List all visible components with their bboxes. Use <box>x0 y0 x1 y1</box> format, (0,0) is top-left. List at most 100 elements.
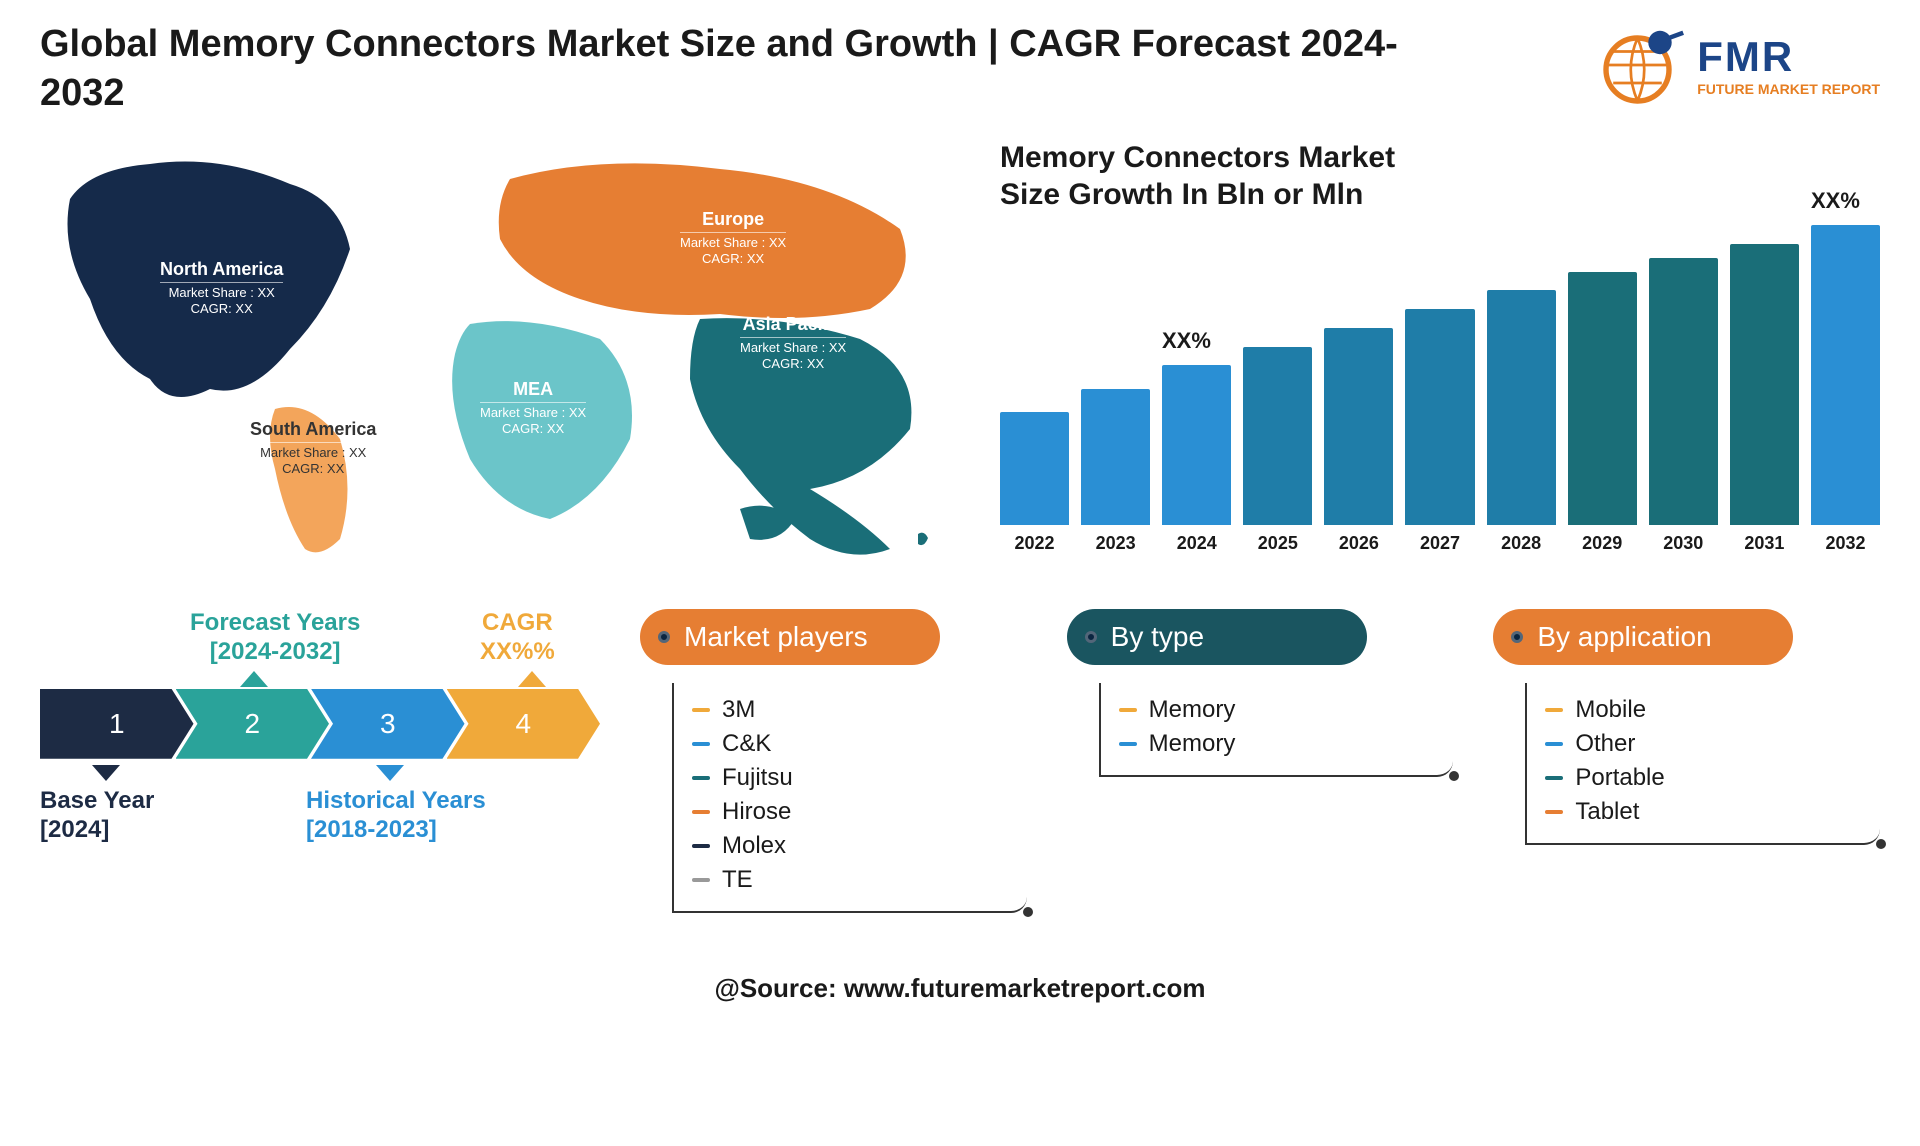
list-item: Portable <box>1545 761 1880 795</box>
bar-year-label: 2023 <box>1096 533 1136 554</box>
bar-rect <box>1811 225 1880 525</box>
logo-main: FMR <box>1697 33 1880 81</box>
column-by-application: By application Mobile Other Portable Tablet <box>1493 609 1880 913</box>
item-label: Hirose <box>722 798 791 826</box>
list-item: Mobile <box>1545 693 1880 727</box>
bar-2023: 2023 <box>1081 389 1150 554</box>
map-label-asia-pacific: Asia PacificMarket Share : XXCAGR: XX <box>740 314 846 372</box>
list-item: TE <box>692 863 1027 897</box>
tick-icon <box>692 878 710 882</box>
world-map: North AmericaMarket Share : XXCAGR: XXSo… <box>40 139 960 569</box>
bar-year-label: 2032 <box>1825 533 1865 554</box>
top-section: North AmericaMarket Share : XXCAGR: XXSo… <box>40 139 1880 569</box>
bar-annotation: XX% <box>1162 328 1211 354</box>
bar-year-label: 2031 <box>1744 533 1784 554</box>
pill-title: Market players <box>684 621 868 653</box>
bar-rect <box>1081 389 1150 525</box>
list-item: C&K <box>692 727 1027 761</box>
tick-icon <box>692 776 710 780</box>
bar-2022: 2022 <box>1000 412 1069 554</box>
bar-container: 2022 2023 2024 2025 2026 2027 2028 2029 2030 2031… <box>1000 234 1880 554</box>
base-arrow-icon <box>92 765 120 781</box>
item-label: Portable <box>1575 764 1664 792</box>
bar-year-label: 2029 <box>1582 533 1622 554</box>
timeline-row: 1234 <box>40 689 600 759</box>
pill-market-players: Market players <box>640 609 940 665</box>
bar-rect <box>1243 347 1312 525</box>
pill-by-type: By type <box>1067 609 1367 665</box>
tick-icon <box>1119 742 1137 746</box>
bar-rect <box>1730 244 1799 525</box>
forecast-arrow-icon <box>240 671 268 687</box>
pill-title: By application <box>1537 621 1711 653</box>
list-item: Molex <box>692 829 1027 863</box>
bar-rect <box>1649 258 1718 525</box>
list-item: Tablet <box>1545 795 1880 829</box>
logo-text: FMR FUTURE MARKET REPORT <box>1697 33 1880 97</box>
bar-2031: 2031 <box>1730 244 1799 554</box>
column-by-type: By type Memory Memory <box>1067 609 1454 913</box>
base-label: Base Year [2024] <box>40 787 154 845</box>
map-label-mea: MEAMarket Share : XXCAGR: XX <box>480 379 586 437</box>
bar-annotation: XX% <box>1811 188 1860 214</box>
bar-2026: 2026 <box>1324 328 1393 554</box>
bar-rect <box>1324 328 1393 525</box>
bar-rect <box>1000 412 1069 525</box>
tick-icon <box>1545 708 1563 712</box>
item-label: Molex <box>722 832 786 860</box>
list-by-application: Mobile Other Portable Tablet <box>1525 683 1880 845</box>
pill-title: By type <box>1111 621 1204 653</box>
bar-year-label: 2022 <box>1015 533 1055 554</box>
item-label: Mobile <box>1575 696 1646 724</box>
item-label: Tablet <box>1575 798 1639 826</box>
logo-sub: FUTURE MARKET REPORT <box>1697 81 1880 97</box>
list-item: Hirose <box>692 795 1027 829</box>
header: Global Memory Connectors Market Size and… <box>40 20 1880 119</box>
pill-dot-icon <box>1511 631 1523 643</box>
item-label: Memory <box>1149 696 1236 724</box>
list-item: Fujitsu <box>692 761 1027 795</box>
item-label: 3M <box>722 696 755 724</box>
forecast-label: Forecast Years [2024-2032] <box>190 609 360 667</box>
list-item: Other <box>1545 727 1880 761</box>
tick-icon <box>692 742 710 746</box>
historical-label: Historical Years [2018-2023] <box>306 787 486 845</box>
bar-rect <box>1568 272 1637 525</box>
page-title: Global Memory Connectors Market Size and… <box>40 20 1440 119</box>
tick-icon <box>692 844 710 848</box>
timeline-seg-3: 3 <box>311 689 465 759</box>
chart-title: Memory Connectors Market Size Growth In … <box>1000 139 1420 214</box>
list-item: 3M <box>692 693 1027 727</box>
historical-arrow-icon <box>376 765 404 781</box>
pill-by-application: By application <box>1493 609 1793 665</box>
bar-year-label: 2025 <box>1258 533 1298 554</box>
pill-dot-icon <box>1085 631 1097 643</box>
map-label-south-america: South AmericaMarket Share : XXCAGR: XX <box>250 419 376 477</box>
bar-2025: 2025 <box>1243 347 1312 554</box>
item-label: Other <box>1575 730 1635 758</box>
timeline-seg-2: 2 <box>176 689 330 759</box>
bar-2027: 2027 <box>1405 309 1474 554</box>
list-item: Memory <box>1119 727 1454 761</box>
bar-year-label: 2030 <box>1663 533 1703 554</box>
item-label: Fujitsu <box>722 764 793 792</box>
bar-2028: 2028 <box>1487 290 1556 553</box>
tick-icon <box>692 708 710 712</box>
tick-icon <box>692 810 710 814</box>
bar-2024: 2024 <box>1162 365 1231 553</box>
timeline-seg-4: 4 <box>447 689 601 759</box>
bar-year-label: 2028 <box>1501 533 1541 554</box>
tick-icon <box>1545 742 1563 746</box>
bar-2032: 2032 <box>1811 225 1880 554</box>
logo-globe-icon <box>1597 20 1687 110</box>
timeline: Forecast Years [2024-2032] CAGR XX%% 123… <box>40 609 600 913</box>
bar-rect <box>1487 290 1556 524</box>
bar-year-label: 2027 <box>1420 533 1460 554</box>
growth-bar-chart: Memory Connectors Market Size Growth In … <box>1000 139 1880 569</box>
list-item: Memory <box>1119 693 1454 727</box>
bar-rect <box>1162 365 1231 524</box>
column-market-players: Market players 3M C&K Fujitsu Hirose Molex TE <box>640 609 1027 913</box>
timeline-seg-1: 1 <box>40 689 194 759</box>
item-label: Memory <box>1149 730 1236 758</box>
cagr-label: CAGR XX%% <box>480 609 555 667</box>
